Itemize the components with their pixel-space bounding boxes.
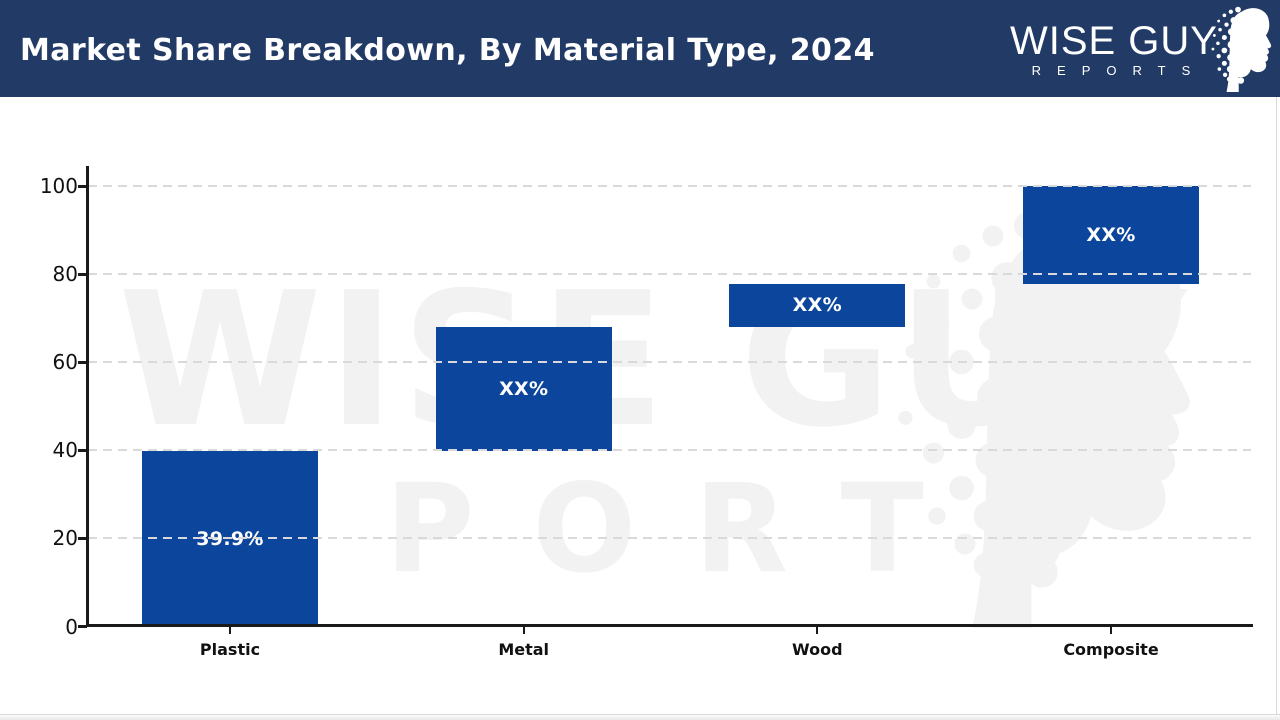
category-label-metal: Metal (498, 640, 550, 659)
x-tick (1110, 627, 1112, 634)
y-tick (78, 272, 87, 276)
y-tick (78, 360, 87, 364)
gridline (88, 449, 1251, 452)
bar-composite: XX% (1023, 186, 1199, 284)
y-tick (78, 184, 87, 188)
frame-bottom-strip (0, 715, 1280, 720)
frame-bottom-border (0, 714, 1280, 715)
gridline (88, 537, 1251, 540)
bar-value-label: XX% (792, 294, 842, 317)
x-axis-line (86, 624, 1253, 627)
y-tick-label: 60 (52, 350, 78, 375)
gridline (88, 185, 1251, 187)
y-tick-label: 80 (52, 262, 78, 287)
chart-title: Market Share Breakdown, By Material Type… (20, 33, 875, 68)
gridline (88, 273, 1251, 276)
y-tick-label: 40 (52, 438, 78, 463)
brand-logo-text: WISE GUY REPORTS (1010, 21, 1218, 77)
y-tick-label: 0 (65, 614, 78, 639)
logo-wordmark: WISE GUY (1009, 19, 1218, 63)
category-label-composite: Composite (1063, 640, 1159, 659)
y-tick (78, 536, 87, 540)
category-label-plastic: Plastic (199, 640, 261, 659)
logo-subtext: REPORTS (1031, 63, 1207, 78)
y-tick-label: 20 (52, 526, 78, 551)
y-tick (78, 448, 87, 452)
bar-metal: XX% (435, 326, 612, 451)
bar-value-label: XX% (499, 377, 549, 400)
frame-right-border (1276, 97, 1277, 715)
brand-logo: WISE GUY REPORTS (1010, 4, 1274, 94)
gridline (88, 361, 1251, 364)
y-axis-line (86, 166, 89, 627)
y-tick (78, 625, 87, 628)
x-tick (522, 627, 525, 634)
bar-wood: XX% (729, 283, 906, 327)
x-tick (816, 627, 819, 634)
bar-value-label: XX% (1086, 223, 1136, 246)
header-bar: Market Share Breakdown, By Material Type… (0, 0, 1280, 97)
x-tick (229, 627, 231, 634)
category-label-wood: Wood (792, 640, 843, 659)
y-tick-label: 100 (39, 174, 78, 198)
logo-face-icon (1211, 6, 1272, 92)
